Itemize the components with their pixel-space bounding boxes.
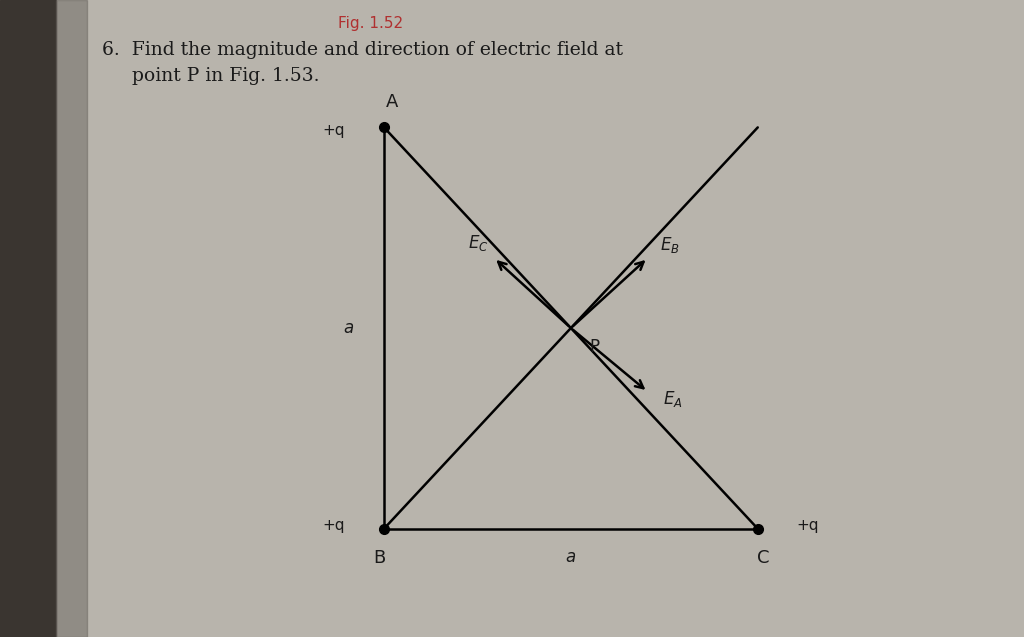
Text: +q: +q [323, 123, 345, 138]
Text: +q: +q [323, 518, 345, 533]
Text: P: P [590, 338, 599, 355]
Text: +q: +q [797, 518, 819, 533]
Text: 6.  Find the magnitude and direction of electric field at: 6. Find the magnitude and direction of e… [102, 41, 624, 59]
Text: $E_A$: $E_A$ [664, 389, 683, 408]
Text: Fig. 1.52: Fig. 1.52 [338, 16, 403, 31]
Text: $E_B$: $E_B$ [659, 235, 680, 255]
Bar [0, 0, 56, 637]
Bar [56, 0, 87, 637]
Text: B: B [373, 549, 385, 567]
Text: a: a [343, 319, 353, 337]
Text: C: C [757, 549, 769, 567]
Text: point P in Fig. 1.53.: point P in Fig. 1.53. [102, 67, 319, 85]
Text: a: a [565, 548, 577, 566]
Text: A: A [386, 94, 398, 111]
Text: $E_C$: $E_C$ [468, 233, 489, 253]
